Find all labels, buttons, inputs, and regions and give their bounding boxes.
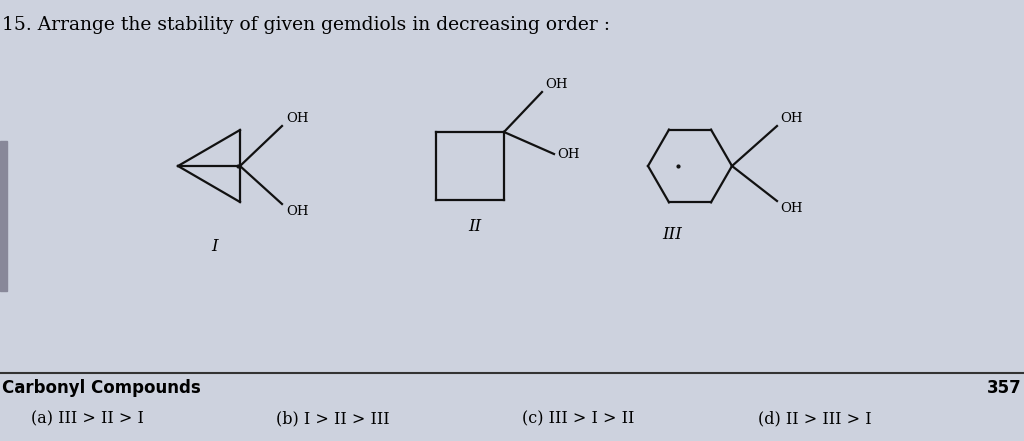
- Text: OH: OH: [286, 112, 308, 125]
- Text: III: III: [663, 226, 682, 243]
- Text: 15. Arrange the stability of given gemdiols in decreasing order :: 15. Arrange the stability of given gemdi…: [1, 16, 609, 34]
- Text: (d) II > III > I: (d) II > III > I: [758, 411, 871, 427]
- Text: Carbonyl Compounds: Carbonyl Compounds: [2, 379, 201, 397]
- Bar: [0, 141, 7, 291]
- Text: II: II: [468, 218, 481, 235]
- Text: OH: OH: [545, 78, 567, 91]
- Text: OH: OH: [780, 202, 803, 215]
- Text: OH: OH: [780, 112, 803, 125]
- Text: 357: 357: [987, 379, 1022, 397]
- Text: OH: OH: [557, 147, 580, 161]
- Text: (a) III > II > I: (a) III > II > I: [31, 411, 143, 427]
- Text: (b) I > II > III: (b) I > II > III: [276, 411, 390, 427]
- Text: (c) III > I > II: (c) III > I > II: [522, 411, 635, 427]
- Text: OH: OH: [286, 205, 308, 218]
- Text: I: I: [212, 238, 218, 255]
